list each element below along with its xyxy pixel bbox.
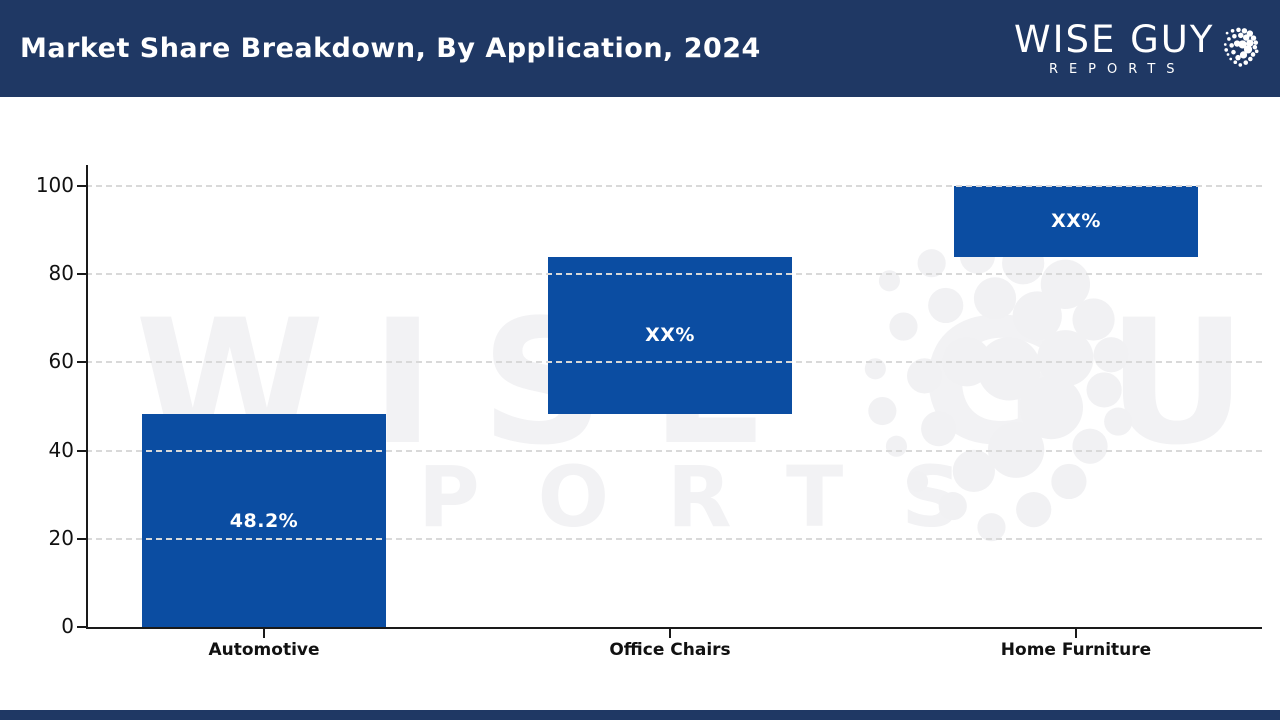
y-axis-tick (77, 361, 86, 364)
gridline-40 (86, 449, 1262, 452)
brand-name: WISE GUY (1014, 18, 1215, 61)
bar-value-label-home-furniture: XX% (1051, 210, 1101, 233)
x-axis-tick (669, 629, 671, 638)
y-axis-tick-label: 100 (35, 173, 74, 197)
gridline-100 (86, 185, 1262, 187)
brand-logo: WISE GUY REPORTS (1014, 10, 1264, 88)
y-axis-tick-label: 40 (48, 437, 74, 462)
bar-value-label-automotive: 48.2% (229, 509, 299, 532)
x-axis-category-label-office-chairs: Office Chairs (609, 640, 731, 660)
gridline-20 (86, 537, 1262, 540)
x-axis-category-label-home-furniture: Home Furniture (1000, 640, 1152, 660)
y-axis-tick-label: 20 (48, 525, 74, 550)
bar-value-label-office-chairs: XX% (645, 324, 695, 347)
gridline-80 (86, 273, 1262, 276)
y-axis-line (86, 165, 88, 629)
x-axis-line (86, 627, 1262, 629)
footer-bar (0, 710, 1280, 720)
brand-subtitle: REPORTS (1048, 62, 1186, 77)
gridline-60 (86, 361, 1262, 364)
y-axis-tick-label: 0 (61, 614, 74, 638)
y-axis-tick (77, 273, 86, 276)
bar-home-furniture: XX% (954, 186, 1198, 257)
y-axis-tick-label: 80 (48, 261, 74, 286)
y-axis-tick (77, 449, 86, 452)
header-bar: Market Share Breakdown, By Application, … (0, 0, 1280, 97)
x-axis-tick (263, 629, 265, 638)
bar-automotive: 48.2% (142, 414, 386, 627)
y-axis-tick (77, 626, 86, 628)
bar-office-chairs: XX% (548, 256, 792, 415)
x-axis-category-label-automotive: Automotive (208, 640, 320, 660)
brand-logo-text: WISE GUY REPORTS (1014, 21, 1214, 77)
watermark-dotted-head-icon (864, 238, 1133, 542)
y-axis-tick (77, 185, 86, 187)
page-title: Market Share Breakdown, By Application, … (20, 33, 761, 64)
y-axis-tick-label: 60 (48, 349, 74, 374)
dotted-head-icon (1224, 27, 1259, 67)
x-axis-tick (1075, 629, 1077, 638)
y-axis-tick (77, 537, 86, 540)
